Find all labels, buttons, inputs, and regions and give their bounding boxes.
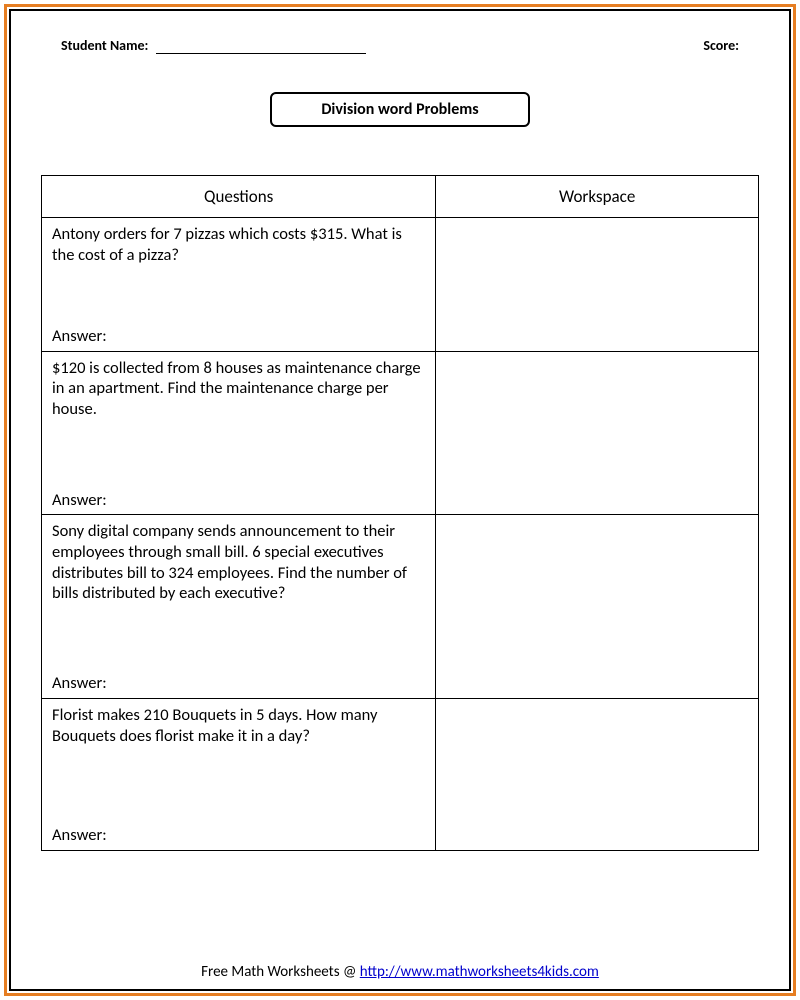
question-text: Florist makes 210 Bouquets in 5 days. Ho…: [52, 705, 425, 813]
student-name-label: Student Name:: [61, 37, 148, 54]
worksheet-page: Student Name: Score: Division word Probl…: [11, 11, 789, 989]
question-cell: Florist makes 210 Bouquets in 5 days. Ho…: [42, 698, 436, 850]
score-label: Score:: [703, 37, 739, 54]
question-cell: Antony orders for 7 pizzas which costs $…: [42, 218, 436, 352]
answer-label: Answer:: [52, 673, 425, 694]
col-header-questions: Questions: [42, 176, 436, 218]
table-row: Florist makes 210 Bouquets in 5 days. Ho…: [42, 698, 759, 850]
footer-link[interactable]: http://www.mathworksheets4kids.com: [360, 963, 599, 981]
question-text: Sony digital company sends announcement …: [52, 521, 425, 661]
table-row: Sony digital company sends announcement …: [42, 515, 759, 699]
question-cell: $120 is collected from 8 houses as maint…: [42, 351, 436, 515]
name-blank-line[interactable]: [156, 53, 366, 54]
workspace-cell[interactable]: [436, 351, 759, 515]
footer-prefix: Free Math Worksheets @: [201, 963, 360, 981]
answer-label: Answer:: [52, 825, 425, 846]
student-name-field: Student Name:: [61, 37, 366, 54]
table-row: $120 is collected from 8 houses as maint…: [42, 351, 759, 515]
header-row: Student Name: Score:: [41, 37, 759, 54]
question-text: Antony orders for 7 pizzas which costs $…: [52, 224, 425, 314]
question-text: $120 is collected from 8 houses as maint…: [52, 358, 425, 478]
footer: Free Math Worksheets @ http://www.mathwo…: [11, 963, 789, 981]
workspace-cell[interactable]: [436, 515, 759, 699]
problems-table: Questions Workspace Antony orders for 7 …: [41, 175, 759, 851]
worksheet-title: Division word Problems: [270, 92, 530, 127]
workspace-cell[interactable]: [436, 698, 759, 850]
table-row: Antony orders for 7 pizzas which costs $…: [42, 218, 759, 352]
answer-label: Answer:: [52, 490, 425, 511]
workspace-cell[interactable]: [436, 218, 759, 352]
question-cell: Sony digital company sends announcement …: [42, 515, 436, 699]
answer-label: Answer:: [52, 326, 425, 347]
col-header-workspace: Workspace: [436, 176, 759, 218]
